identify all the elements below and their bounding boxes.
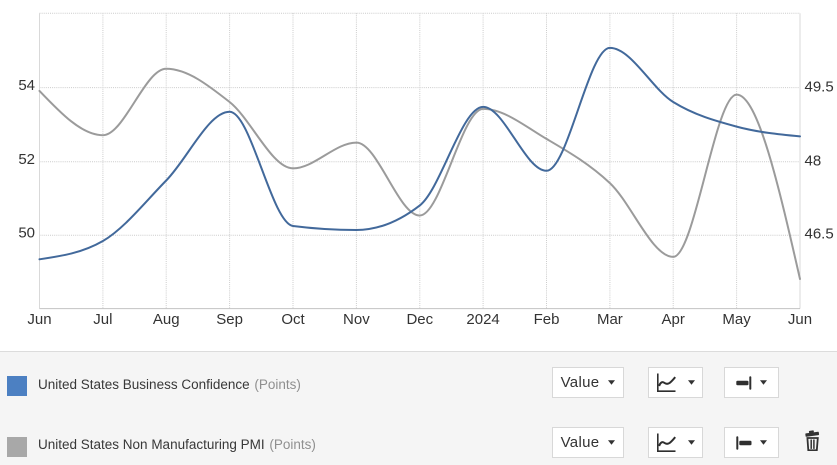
svg-text:Jun: Jun	[788, 311, 812, 328]
svg-text:Oct: Oct	[281, 311, 305, 328]
svg-text:48: 48	[805, 153, 822, 170]
svg-text:Sep: Sep	[216, 311, 243, 328]
svg-text:2024: 2024	[466, 311, 499, 328]
svg-text:54: 54	[18, 77, 35, 94]
svg-text:Nov: Nov	[343, 311, 370, 328]
svg-text:Feb: Feb	[534, 311, 560, 328]
svg-text:Apr: Apr	[662, 311, 685, 328]
svg-text:May: May	[722, 311, 751, 328]
svg-text:49.5: 49.5	[805, 78, 834, 95]
svg-text:Mar: Mar	[597, 311, 623, 328]
svg-text:50: 50	[18, 225, 35, 242]
svg-text:Jun: Jun	[27, 311, 51, 328]
svg-text:52: 52	[18, 151, 35, 168]
svg-text:Aug: Aug	[153, 311, 180, 328]
svg-text:46.5: 46.5	[805, 226, 834, 243]
svg-text:Jul: Jul	[93, 311, 112, 328]
svg-text:Dec: Dec	[406, 311, 433, 328]
